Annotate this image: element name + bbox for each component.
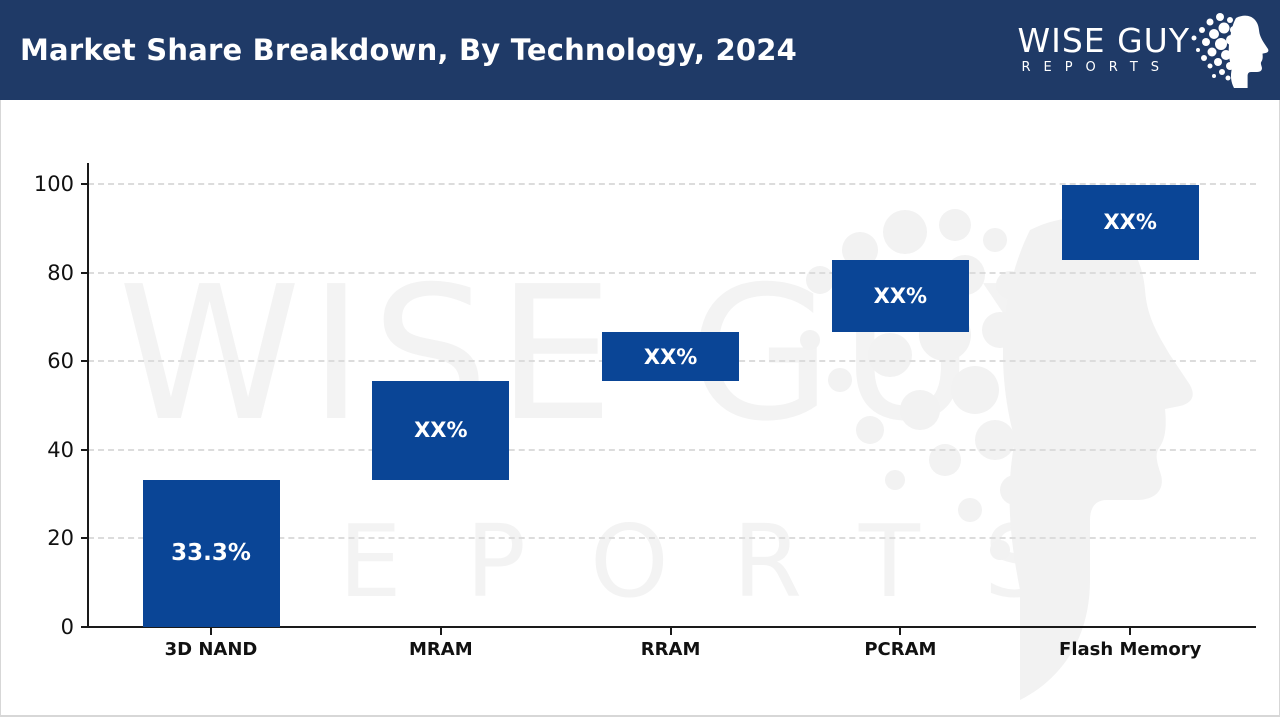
brand-name: WISE GUY <box>1017 21 1190 60</box>
y-tick-80 <box>81 271 88 274</box>
gridline-40 <box>88 448 1256 451</box>
bar-mram: XX% <box>372 381 510 480</box>
x-axis-label-2: RRAM <box>640 639 701 660</box>
page-title: Market Share Breakdown, By Technology, 2… <box>20 33 798 67</box>
y-tick-label-20: 20 <box>47 526 74 551</box>
bar-value-label: XX% <box>643 344 698 369</box>
y-tick-100 <box>81 183 88 186</box>
gridline-100 <box>88 183 1256 186</box>
y-tick-label-40: 40 <box>47 437 74 462</box>
y-tick-label-0: 0 <box>60 615 74 639</box>
x-tick-0 <box>210 628 212 635</box>
x-tick-3 <box>899 628 902 635</box>
brand-logo: WISE GUY REPORTS <box>1017 8 1270 92</box>
y-tick-label-60: 60 <box>47 349 74 374</box>
frame-border-bottom <box>0 715 1280 717</box>
x-tick-2 <box>669 628 672 635</box>
bar-3d-nand: 33.3% <box>142 479 280 627</box>
x-axis-label-1: MRAM <box>408 639 473 660</box>
watermark-subword: REPORTS <box>205 503 1112 620</box>
x-tick-1 <box>439 628 442 635</box>
brand-subname: REPORTS <box>1021 60 1173 75</box>
y-tick-20 <box>81 537 88 540</box>
y-tick-40 <box>81 448 88 451</box>
frame-border-left <box>0 100 1 717</box>
x-axis-label-4: Flash Memory <box>1059 639 1202 660</box>
bar-value-label: 33.3% <box>171 540 251 567</box>
y-tick-0 <box>81 626 88 628</box>
x-axis-label-3: PCRAM <box>864 639 937 660</box>
y-tick-label-80: 80 <box>47 260 74 285</box>
y-tick-60 <box>81 360 88 363</box>
header-bar: Market Share Breakdown, By Technology, 2… <box>0 0 1280 100</box>
bar-pcram: XX% <box>831 259 969 333</box>
y-axis <box>87 163 89 628</box>
x-axis-label-0: 3D NAND <box>164 639 258 660</box>
gridline-80 <box>88 271 1256 274</box>
y-tick-label-100: 100 <box>33 172 74 197</box>
bar-flash-memory: XX% <box>1061 184 1199 260</box>
x-axis <box>87 626 1256 628</box>
face-logo-icon <box>1191 13 1269 88</box>
bar-rram: XX% <box>602 332 740 382</box>
gridline-20 <box>88 537 1256 540</box>
x-tick-4 <box>1129 628 1132 635</box>
bar-value-label: XX% <box>873 283 928 308</box>
brand-logo-text: WISE GUY REPORTS <box>1017 23 1190 77</box>
bar-value-label: XX% <box>1103 210 1157 235</box>
bar-value-label: XX% <box>414 418 468 443</box>
